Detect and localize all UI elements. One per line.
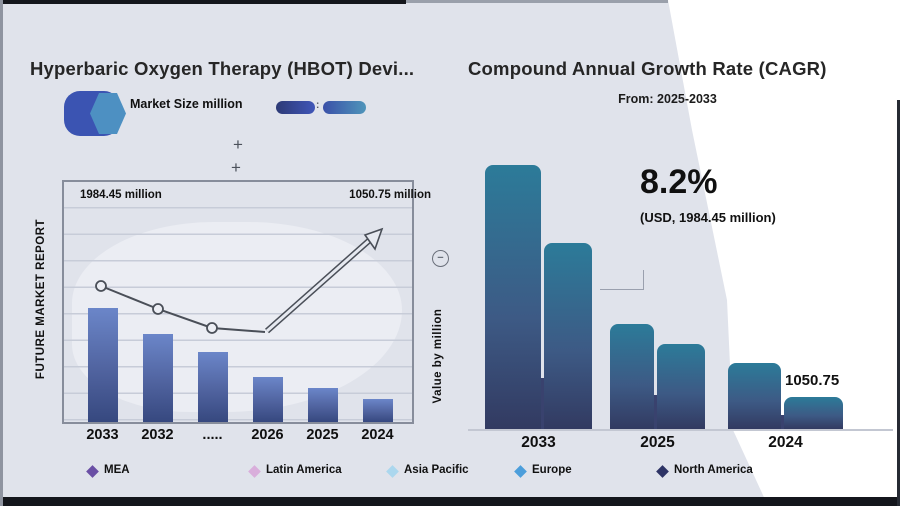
bar-connector bbox=[781, 415, 784, 429]
trend-line-arrow-icon bbox=[95, 227, 384, 334]
cagr-caption: (USD, 1984.45 million) bbox=[640, 210, 776, 225]
plus-icon: + bbox=[233, 135, 243, 154]
left-bar bbox=[88, 308, 118, 422]
left-bar bbox=[253, 377, 283, 422]
left-x-label: 2032 bbox=[141, 427, 174, 443]
left-title: Hyperbaric Oxygen Therapy (HBOT) Devi... bbox=[30, 58, 415, 79]
pill-separator: : bbox=[316, 100, 320, 111]
bar-connector bbox=[654, 395, 657, 429]
minus-icon: − bbox=[432, 250, 449, 267]
legend-diamond-icon bbox=[248, 465, 261, 478]
legend-diamond-icon bbox=[86, 465, 99, 478]
gridlines bbox=[64, 182, 412, 422]
left-bar bbox=[363, 399, 393, 422]
value-annotation: 1050.75 bbox=[785, 372, 840, 389]
right-frame-border bbox=[897, 100, 900, 506]
plus-icon: + bbox=[231, 158, 241, 177]
annotation-end-value: 1050.75 million bbox=[349, 189, 431, 201]
top-frame-bar-dark bbox=[0, 0, 406, 4]
gradient-pill-teal-icon bbox=[323, 101, 366, 114]
left-xlabels: 2033 2032..... 2026 2025 2024 bbox=[75, 427, 435, 447]
legend-label: North America bbox=[674, 464, 753, 476]
right-bar bbox=[485, 165, 541, 429]
left-bar bbox=[198, 352, 228, 422]
legend-label: Europe bbox=[532, 464, 572, 476]
left-x-label: 2033 bbox=[86, 427, 119, 443]
right-subtitle: From: 2025-2033 bbox=[618, 92, 717, 106]
left-x-label: ..... bbox=[202, 427, 223, 443]
left-x-label: 2024 bbox=[361, 427, 394, 443]
right-x-label: 2033 bbox=[521, 434, 556, 451]
left-x-label: 2026 bbox=[251, 427, 284, 443]
right-bar bbox=[784, 397, 843, 429]
right-title: Compound Annual Growth Rate (CAGR) bbox=[468, 58, 827, 79]
legend-diamond-icon bbox=[656, 465, 669, 478]
legend-label: MEA bbox=[104, 464, 130, 476]
right-x-label: 2025 bbox=[640, 434, 675, 451]
market-size-label: Market Size million bbox=[130, 97, 243, 111]
left-x-label: 2025 bbox=[306, 427, 339, 443]
bar-connector bbox=[541, 378, 544, 429]
right-bar bbox=[610, 324, 654, 429]
legend-diamond-icon bbox=[514, 465, 527, 478]
left-bar bbox=[143, 334, 173, 422]
right-chart-axis bbox=[468, 429, 893, 431]
right-bar bbox=[728, 363, 781, 429]
cagr-value: 8.2% bbox=[640, 163, 718, 201]
right-bar bbox=[657, 344, 705, 429]
annotation-start-value: 1984.45 million bbox=[80, 189, 162, 201]
right-x-label: 2024 bbox=[768, 434, 803, 451]
legend-label: Asia Pacific bbox=[404, 464, 469, 476]
left-bar bbox=[308, 388, 338, 422]
left-chart-box bbox=[62, 180, 414, 424]
legend-label: Latin America bbox=[266, 464, 342, 476]
bottom-frame-bar bbox=[0, 497, 900, 506]
left-bars bbox=[62, 180, 414, 424]
top-frame-bar-gray bbox=[406, 0, 668, 3]
logo-hexagon-shape bbox=[90, 93, 126, 134]
right-bar bbox=[544, 243, 592, 429]
step-bracket-shape bbox=[600, 270, 644, 290]
gradient-pill-icon bbox=[276, 101, 315, 114]
brand-logo-icon bbox=[64, 91, 128, 137]
legend-diamond-icon bbox=[386, 465, 399, 478]
left-frame-border bbox=[0, 0, 3, 506]
